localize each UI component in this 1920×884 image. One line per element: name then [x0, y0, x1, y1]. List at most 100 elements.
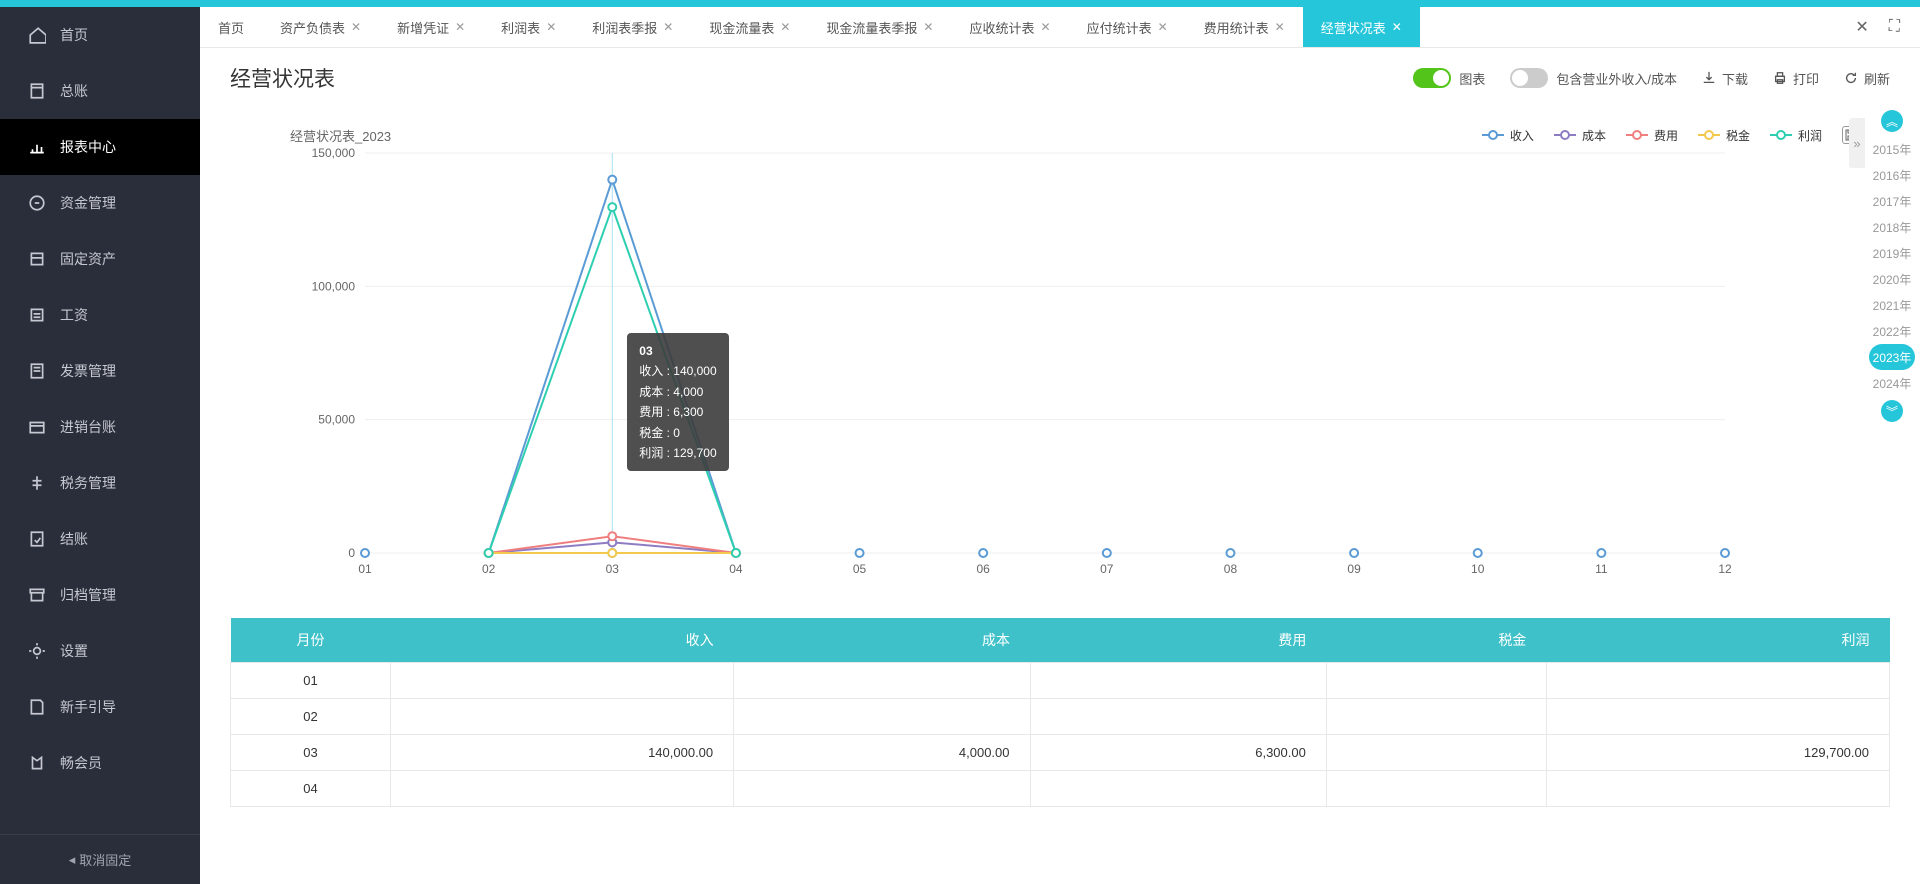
chart-toggle[interactable]: [1413, 68, 1451, 88]
year-panel-collapse-button[interactable]: »: [1849, 118, 1865, 168]
year-button-2022年[interactable]: 2022年: [1869, 318, 1915, 344]
sidebar-item-label: 畅会员: [60, 753, 102, 773]
tab-应付统计表[interactable]: 应付统计表✕: [1069, 7, 1186, 47]
year-button-2023年[interactable]: 2023年: [1869, 344, 1915, 370]
tax-icon: [28, 474, 46, 492]
table-header-cell: 成本: [734, 618, 1030, 663]
refresh-icon: [1844, 71, 1858, 85]
tab-应收统计表[interactable]: 应收统计表 ✕: [951, 7, 1068, 47]
sidebar-item-chart[interactable]: 报表中心: [0, 119, 200, 175]
sidebar-item-gear[interactable]: 设置: [0, 623, 200, 679]
chart-legend: 收入 成本 费用 税金 利润: [1482, 126, 1860, 144]
year-scroll-up-button[interactable]: ︽: [1881, 110, 1903, 132]
table-cell-month: 03: [231, 735, 391, 771]
sidebar-item-stock[interactable]: 进销台账: [0, 399, 200, 455]
archive-icon: [28, 586, 46, 604]
tab-资产负债表[interactable]: 资产负债表✕: [262, 7, 379, 47]
app-root: 首页总账报表中心资金管理固定资产工资发票管理进销台账税务管理结账归档管理设置新手…: [0, 0, 1920, 884]
table-row[interactable]: 03140,000.004,000.006,300.00129,700.00: [231, 735, 1890, 771]
sidebar-item-label: 固定资产: [60, 249, 116, 269]
tab-close-icon[interactable]: ✕: [663, 20, 673, 34]
tab-现金流量表季报[interactable]: 现金流量表季报✕: [808, 7, 951, 47]
year-button-2015年[interactable]: 2015年: [1869, 136, 1915, 162]
tab-close-icon[interactable]: ✕: [1392, 20, 1402, 34]
content-area: 经营状况表_2023 收入成本费用税金利润 050,000100,000150,…: [200, 108, 1920, 884]
legend-item-成本[interactable]: 成本: [1554, 127, 1606, 144]
sidebar-item-close[interactable]: 结账: [0, 511, 200, 567]
svg-text:07: 07: [1100, 562, 1114, 576]
svg-text:10: 10: [1471, 562, 1485, 576]
tab-经营状况表[interactable]: 经营状况表✕: [1303, 7, 1420, 47]
year-button-2017年[interactable]: 2017年: [1869, 188, 1915, 214]
sidebar-item-archive[interactable]: 归档管理: [0, 567, 200, 623]
legend-item-税金[interactable]: 税金: [1698, 127, 1750, 144]
svg-text:05: 05: [853, 562, 867, 576]
guide-icon: [28, 698, 46, 716]
tab-label: 利润表季报: [592, 18, 657, 37]
tab-利润表[interactable]: 利润表✕: [483, 7, 574, 47]
tab-close-icon[interactable]: ✕: [923, 20, 933, 34]
close-icon: [28, 530, 46, 548]
sidebar-item-money[interactable]: 资金管理: [0, 175, 200, 231]
close-all-tabs-button[interactable]: ✕: [1855, 17, 1868, 37]
sidebar-item-label: 进销台账: [60, 417, 116, 437]
sidebar: 首页总账报表中心资金管理固定资产工资发票管理进销台账税务管理结账归档管理设置新手…: [0, 0, 200, 884]
tab-label: 应收统计表: [969, 18, 1034, 37]
fullscreen-button[interactable]: ⛶: [1889, 18, 1900, 36]
sidebar-item-salary[interactable]: 工资: [0, 287, 200, 343]
tab-close-icon[interactable]: ✕: [351, 20, 361, 34]
download-button[interactable]: 下载: [1702, 69, 1748, 88]
data-table: 月份收入成本费用税金利润 010203140,000.004,000.006,3…: [230, 618, 1890, 807]
table-cell-tax: [1326, 699, 1546, 735]
tab-利润表季报[interactable]: 利润表季报 ✕: [574, 7, 691, 47]
legend-item-费用[interactable]: 费用: [1626, 127, 1678, 144]
table-cell-month: 02: [231, 699, 391, 735]
sidebar-item-ledger[interactable]: 总账: [0, 63, 200, 119]
sidebar-item-label: 工资: [60, 305, 88, 325]
extra-income-toggle[interactable]: [1510, 68, 1548, 88]
sidebar-unpin-button[interactable]: 取消固定: [0, 834, 200, 884]
sidebar-item-home[interactable]: 首页: [0, 7, 200, 63]
table-header-cell: 收入: [391, 618, 734, 663]
sidebar-item-guide[interactable]: 新手引导: [0, 679, 200, 735]
table-row[interactable]: 01: [231, 663, 1890, 699]
year-button-2016年[interactable]: 2016年: [1869, 162, 1915, 188]
table-row[interactable]: 02: [231, 699, 1890, 735]
table-cell-income: [391, 771, 734, 807]
table-row[interactable]: 04: [231, 771, 1890, 807]
print-icon: [1773, 71, 1787, 85]
table-header-cell: 利润: [1546, 618, 1889, 663]
legend-label: 成本: [1582, 127, 1606, 144]
tab-close-icon[interactable]: ✕: [1158, 20, 1168, 34]
extra-income-toggle-group: 包含营业外收入/成本: [1510, 68, 1677, 88]
print-button[interactable]: 打印: [1773, 69, 1819, 88]
year-button-2021年[interactable]: 2021年: [1869, 292, 1915, 318]
tab-新增凭证[interactable]: 新增凭证✕: [379, 7, 483, 47]
salary-icon: [28, 306, 46, 324]
sidebar-item-asset[interactable]: 固定资产: [0, 231, 200, 287]
table-header-cell: 税金: [1326, 618, 1546, 663]
tab-close-icon[interactable]: ✕: [780, 20, 790, 34]
legend-item-利润[interactable]: 利润: [1770, 127, 1822, 144]
sidebar-item-tax[interactable]: 税务管理: [0, 455, 200, 511]
year-button-2024年[interactable]: 2024年: [1869, 370, 1915, 396]
tab-close-icon[interactable]: ✕: [1041, 20, 1051, 34]
refresh-button[interactable]: 刷新: [1844, 69, 1890, 88]
tab-现金流量表[interactable]: 现金流量表✕: [691, 7, 808, 47]
tab-close-icon[interactable]: ✕: [455, 20, 465, 34]
tab-close-icon[interactable]: ✕: [1275, 20, 1285, 34]
year-button-2018年[interactable]: 2018年: [1869, 214, 1915, 240]
legend-item-收入[interactable]: 收入: [1482, 127, 1534, 144]
tab-首页[interactable]: 首页: [200, 7, 262, 47]
sidebar-item-invoice[interactable]: 发票管理: [0, 343, 200, 399]
chart-plot[interactable]: 050,000100,000150,0000102030405060708091…: [230, 108, 1770, 598]
year-scroll-down-button[interactable]: ︾: [1881, 400, 1903, 422]
extra-income-toggle-label: 包含营业外收入/成本: [1556, 69, 1677, 88]
tab-label: 首页: [218, 18, 244, 37]
tab-费用统计表[interactable]: 费用统计表✕: [1186, 7, 1303, 47]
year-button-2020年[interactable]: 2020年: [1869, 266, 1915, 292]
year-button-2019年[interactable]: 2019年: [1869, 240, 1915, 266]
table-cell-cost: [734, 663, 1030, 699]
tab-close-icon[interactable]: ✕: [546, 20, 556, 34]
sidebar-item-vip[interactable]: 畅会员: [0, 735, 200, 791]
